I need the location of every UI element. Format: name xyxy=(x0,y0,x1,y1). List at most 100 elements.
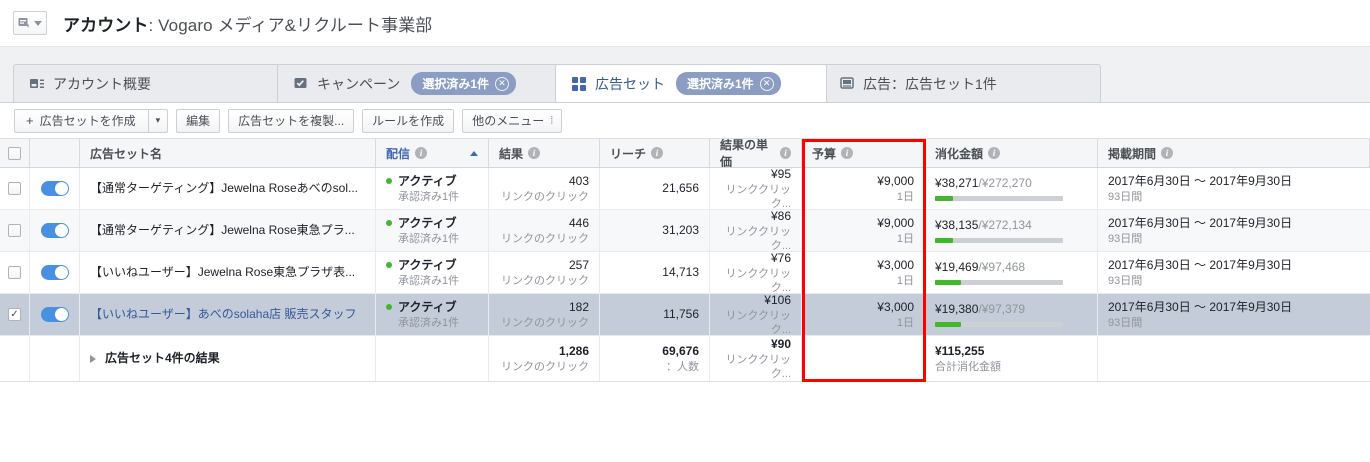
schedule-sub: 93日間 xyxy=(1108,316,1143,329)
create-adset-dropdown[interactable]: ▾ xyxy=(147,108,169,133)
row-toggle-cell[interactable] xyxy=(30,168,80,209)
spend-progress-bar xyxy=(935,280,1063,285)
info-icon[interactable]: i xyxy=(1161,147,1174,159)
tab-campaigns[interactable]: キャンペーン 選択済み1件 ✕ xyxy=(277,64,559,102)
col-header-cost-per-result[interactable]: 結果の単価 i xyxy=(710,139,802,167)
budget-cell[interactable]: ¥9,000 1日 xyxy=(802,168,925,209)
close-icon[interactable]: ✕ xyxy=(495,76,509,91)
budget-cell[interactable]: ¥3,000 1日 xyxy=(802,294,925,335)
info-icon[interactable]: i xyxy=(651,147,664,159)
table-row[interactable]: 【通常ターゲティング】Jewelna Rose東急プラ... アクティブ 承認済… xyxy=(0,210,1370,252)
select-all-checkbox[interactable] xyxy=(8,146,21,160)
results-value: 403 xyxy=(568,173,589,188)
table-row[interactable]: 【いいねユーザー】あべのsolaha店 販売スタッフ アクティブ 承認済み1件 … xyxy=(0,294,1370,336)
status-dot-icon xyxy=(386,262,392,268)
row-select-cell[interactable] xyxy=(0,168,30,209)
duplicate-adset-button[interactable]: 広告セットを複製... xyxy=(228,108,355,133)
col-header-amount-spent[interactable]: 消化金額 i xyxy=(925,139,1098,167)
row-select-cell[interactable] xyxy=(0,294,30,335)
chevron-down-icon xyxy=(34,20,42,26)
create-adset-button[interactable]: + 広告セットを作成 xyxy=(14,108,148,133)
info-icon[interactable]: i xyxy=(988,147,1001,159)
campaign-selected-badge[interactable]: 選択済み1件 ✕ xyxy=(411,72,516,95)
col-label: 配信 xyxy=(386,146,411,161)
amount-spent-cell: ¥19,380/¥97,379 xyxy=(925,294,1098,335)
table-row[interactable]: 【いいねユーザー】Jewelna Rose東急プラザ表... アクティブ 承認済… xyxy=(0,252,1370,294)
spend-progress-bar xyxy=(935,196,1063,201)
summary-spent-cell: ¥115,255 合計消化金額 xyxy=(925,336,1098,381)
adset-name-cell[interactable]: 【いいねユーザー】Jewelna Rose東急プラザ表... xyxy=(80,252,376,293)
tab-adsets[interactable]: 広告セット 選択済み1件 ✕ xyxy=(555,64,827,102)
row-checkbox[interactable] xyxy=(8,266,21,279)
row-toggle-cell[interactable] xyxy=(30,252,80,293)
delivery-cell: アクティブ 承認済み1件 xyxy=(376,252,489,293)
duplicate-label: 広告セットを複製... xyxy=(238,114,345,128)
row-toggle-cell[interactable] xyxy=(30,210,80,251)
account-glyph xyxy=(18,17,31,30)
adset-status-toggle[interactable] xyxy=(40,223,69,238)
adset-name-cell[interactable]: 【通常ターゲティング】Jewelna Roseあべのsol... xyxy=(80,168,376,209)
reach-cell: 21,656 xyxy=(600,168,710,209)
col-header-delivery[interactable]: 配信 i xyxy=(376,139,489,167)
col-header-budget[interactable]: 予算 i xyxy=(802,139,925,167)
adset-status-toggle[interactable] xyxy=(40,265,69,280)
col-header-schedule[interactable]: 掲載期間 i xyxy=(1098,139,1370,167)
col-header-name[interactable]: 広告セット名 xyxy=(80,139,376,167)
col-label: 結果の単価 xyxy=(720,139,769,167)
tab-label: キャンペーン xyxy=(317,75,401,92)
row-checkbox[interactable] xyxy=(8,182,21,195)
adset-name: 【通常ターゲティング】Jewelna Rose東急プラ... xyxy=(90,223,355,237)
more-menu-button[interactable]: 他のメニュー ⁞ xyxy=(462,108,563,133)
summary-label-cell[interactable]: 広告セット4件の結果 xyxy=(80,336,376,381)
cpr-value: ¥76 xyxy=(770,252,791,265)
col-header-reach[interactable]: リーチ i xyxy=(600,139,710,167)
delivery-sub: 承認済み1件 xyxy=(398,316,460,329)
tab-ads[interactable]: 広告：広告セット1件 xyxy=(823,64,1101,102)
adset-selected-badge[interactable]: 選択済み1件 ✕ xyxy=(676,72,781,95)
adset-name-cell[interactable]: 【通常ターゲティング】Jewelna Rose東急プラ... xyxy=(80,210,376,251)
more-dots-icon: ⁞ xyxy=(550,114,553,127)
select-all-cell[interactable] xyxy=(0,139,30,167)
spent-value: ¥38,135 xyxy=(935,218,979,232)
info-icon[interactable]: i xyxy=(841,147,854,159)
cpr-value: ¥86 xyxy=(770,210,791,223)
account-switch-icon[interactable] xyxy=(13,11,47,35)
adset-status-toggle[interactable] xyxy=(40,181,69,196)
results-value: 446 xyxy=(568,215,589,230)
row-checkbox[interactable] xyxy=(8,308,21,321)
reach-cell: 31,203 xyxy=(600,210,710,251)
close-icon[interactable]: ✕ xyxy=(759,76,774,91)
adset-grid-icon xyxy=(572,76,586,91)
row-checkbox[interactable] xyxy=(8,224,21,237)
edit-button[interactable]: 編集 xyxy=(176,108,221,133)
table-row[interactable]: 【通常ターゲティング】Jewelna Roseあべのsol... アクティブ 承… xyxy=(0,168,1370,210)
tab-account-overview[interactable]: アカウント概要 xyxy=(13,64,281,102)
summary-spent-value: ¥115,255 xyxy=(935,343,985,358)
expand-triangle-icon[interactable] xyxy=(90,354,96,363)
row-select-cell[interactable] xyxy=(0,210,30,251)
spent-total: /¥272,134 xyxy=(978,218,1032,232)
ad-screen-icon xyxy=(840,77,854,90)
summary-label: 広告セット4件の結果 xyxy=(105,351,220,365)
col-header-results[interactable]: 結果 i xyxy=(489,139,600,167)
delivery-status: アクティブ xyxy=(398,173,457,188)
adset-name-cell[interactable]: 【いいねユーザー】あべのsolaha店 販売スタッフ xyxy=(80,294,376,335)
info-icon[interactable]: i xyxy=(528,147,541,159)
cpr-value: ¥106 xyxy=(764,294,791,307)
adset-status-toggle[interactable] xyxy=(40,307,69,322)
tab-label: アカウント概要 xyxy=(53,75,151,92)
info-icon[interactable]: i xyxy=(780,147,791,159)
summary-results-value: 1,286 xyxy=(558,343,589,358)
results-cell: 257 リンクのクリック xyxy=(489,252,600,293)
schedule-sub: 93日間 xyxy=(1108,232,1143,245)
summary-toggle-cell xyxy=(30,336,80,381)
row-toggle-cell[interactable] xyxy=(30,294,80,335)
budget-cell[interactable]: ¥3,000 1日 xyxy=(802,252,925,293)
schedule-value: 2017年6月30日 〜 2017年9月30日 xyxy=(1108,215,1293,230)
row-select-cell[interactable] xyxy=(0,252,30,293)
info-icon[interactable]: i xyxy=(415,147,428,159)
reach-cell: 11,756 xyxy=(600,294,710,335)
create-rule-button[interactable]: ルールを作成 xyxy=(362,108,455,133)
amount-spent-cell: ¥38,135/¥272,134 xyxy=(925,210,1098,251)
budget-cell[interactable]: ¥9,000 1日 xyxy=(802,210,925,251)
